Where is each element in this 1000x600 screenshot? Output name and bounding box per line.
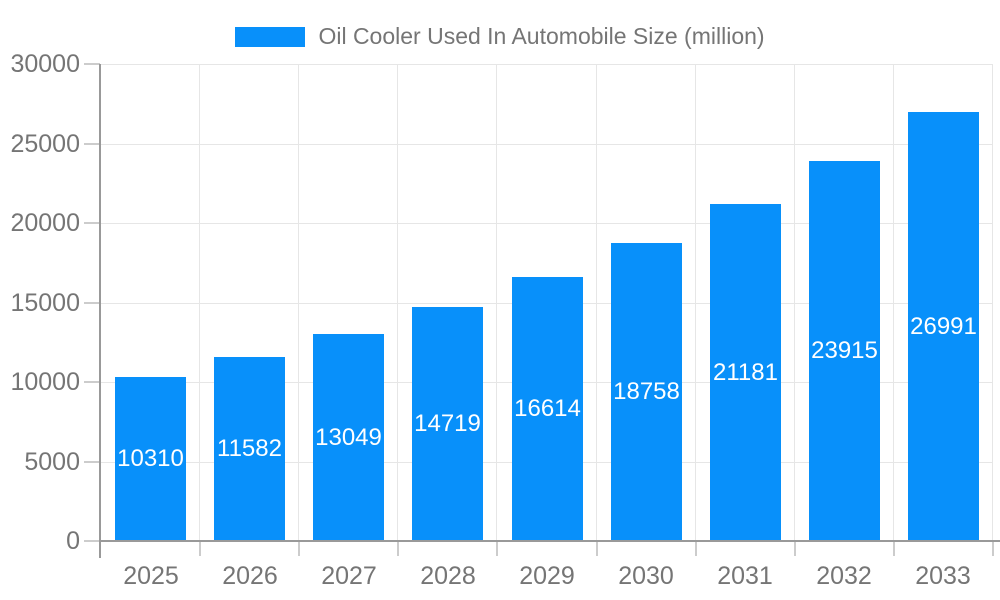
x-axis-tick [695, 542, 697, 556]
bar-2032[interactable]: 23915 [809, 161, 880, 541]
bar-2027[interactable]: 13049 [313, 334, 384, 541]
gridline-horizontal [101, 144, 993, 145]
bar-2030[interactable]: 18758 [611, 243, 682, 541]
gridline-horizontal [101, 64, 993, 65]
bar-2025[interactable]: 10310 [115, 377, 186, 541]
bar-2026[interactable]: 11582 [214, 357, 285, 541]
y-axis-tick-label: 15000 [10, 289, 80, 317]
bar-2033[interactable]: 26991 [908, 112, 979, 541]
y-axis-tick [84, 540, 100, 542]
x-axis-tick-label: 2030 [618, 562, 674, 590]
x-axis-tick [298, 542, 300, 556]
bar-2029[interactable]: 16614 [512, 277, 583, 541]
legend-item[interactable]: Oil Cooler Used In Automobile Size (mill… [235, 23, 765, 50]
legend-swatch-icon [235, 26, 306, 47]
x-axis-line [99, 540, 1000, 542]
bar-value-label: 21181 [713, 358, 778, 386]
x-axis-tick-label: 2032 [816, 562, 872, 590]
y-axis-tick-label: 0 [66, 527, 80, 555]
gridline-vertical [496, 64, 497, 541]
x-axis-tick-label: 2027 [321, 562, 377, 590]
legend: Oil Cooler Used In Automobile Size (mill… [0, 23, 1000, 50]
bar-value-label: 18758 [613, 378, 680, 405]
y-axis-tick-label: 10000 [10, 368, 80, 396]
x-axis-tick-label: 2025 [123, 562, 179, 590]
x-axis-tick-label: 2029 [519, 562, 575, 590]
y-axis-line [99, 64, 101, 558]
y-axis-tick [84, 63, 100, 65]
x-axis-tick-label: 2026 [222, 562, 278, 590]
y-axis-tick [84, 381, 100, 383]
y-axis-tick [84, 222, 100, 224]
bar-value-label: 10310 [117, 445, 184, 472]
x-axis-tick [496, 542, 498, 556]
y-axis-tick [84, 143, 100, 145]
y-axis-tick [84, 461, 100, 463]
gridline-vertical [893, 64, 894, 541]
bar-value-label: 16614 [514, 395, 581, 422]
bar-2031[interactable]: 21181 [710, 204, 781, 541]
bar-value-label: 13049 [315, 423, 382, 451]
gridline-vertical [794, 64, 795, 541]
gridline-vertical [397, 64, 398, 541]
y-axis-tick-label: 5000 [24, 448, 80, 476]
bar-value-label: 23915 [811, 337, 878, 364]
plot-area: 10310 11582 13049 14719 16614 18758 21181 23915… [101, 64, 993, 541]
y-axis-tick [84, 302, 100, 304]
y-axis-tick-label: 30000 [10, 50, 80, 78]
x-axis-tick [992, 542, 994, 556]
x-axis-tick [199, 542, 201, 556]
bar-value-label: 11582 [217, 435, 282, 462]
gridline-vertical [298, 64, 299, 541]
x-axis-tick [794, 542, 796, 556]
gridline-vertical [199, 64, 200, 541]
bar-value-label: 14719 [414, 410, 481, 437]
gridline-horizontal [101, 223, 993, 224]
x-axis-tick-label: 2031 [717, 562, 773, 590]
gridline-vertical [596, 64, 597, 541]
x-axis-tick-label: 2033 [915, 562, 971, 590]
x-axis-tick [596, 542, 598, 556]
x-axis-tick [397, 542, 399, 556]
y-axis-tick-label: 20000 [10, 209, 80, 237]
bar-value-label: 26991 [910, 312, 977, 340]
gridline-vertical [695, 64, 696, 541]
y-axis-tick-label: 25000 [10, 130, 80, 158]
x-axis-tick [893, 542, 895, 556]
x-axis-tick-label: 2028 [420, 562, 476, 590]
gridline-vertical [992, 64, 993, 541]
bar-2028[interactable]: 14719 [412, 307, 483, 541]
legend-label: Oil Cooler Used In Automobile Size (mill… [318, 23, 765, 49]
